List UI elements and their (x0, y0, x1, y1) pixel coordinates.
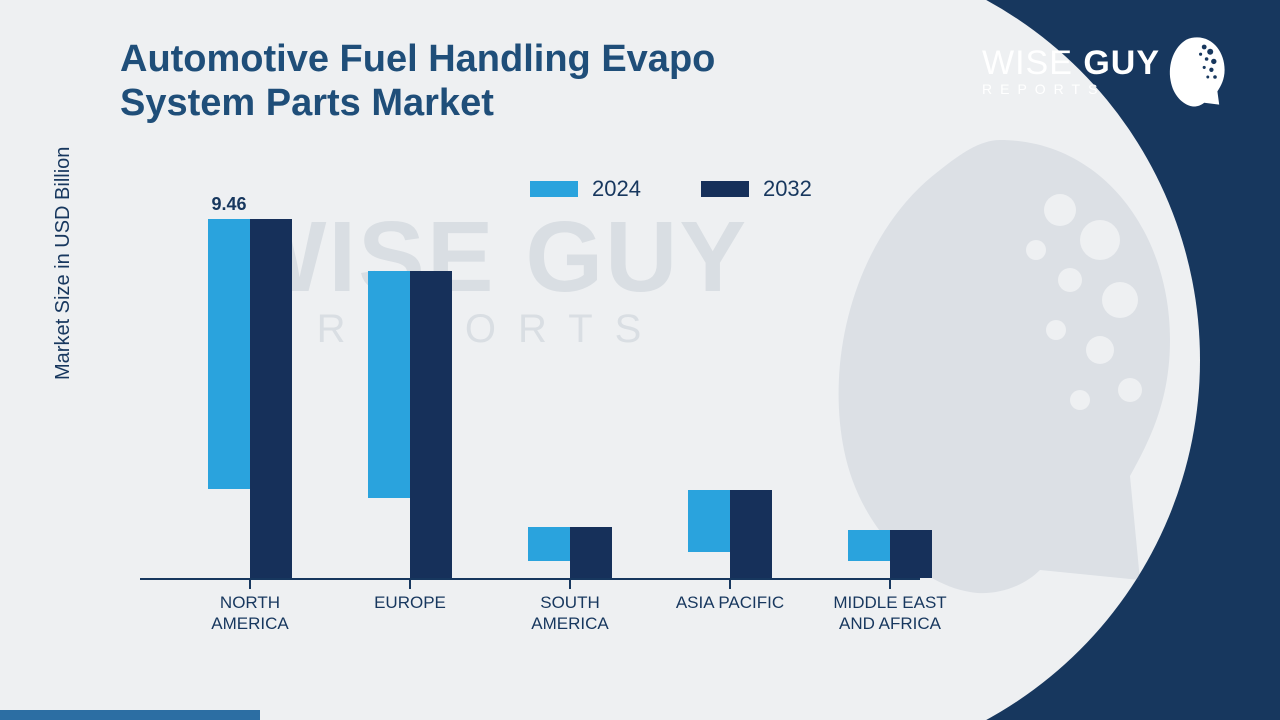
brand-word-1: WISE (982, 44, 1073, 82)
legend-label-2024: 2024 (592, 176, 641, 202)
bar-group: MIDDLE EAST AND AFRICA (830, 530, 950, 578)
x-tick (249, 579, 251, 589)
legend-item-2032: 2032 (701, 176, 812, 202)
brand-logo: WISE GUY REPORTS (982, 26, 1252, 116)
brand-head-icon (1166, 35, 1228, 107)
bar (250, 219, 292, 578)
bar-group: SOUTH AMERICA (510, 527, 630, 578)
bar (410, 271, 452, 578)
x-axis-label: NORTH AMERICA (185, 592, 315, 635)
legend-item-2024: 2024 (530, 176, 641, 202)
plot-area: 9.46NORTH AMERICA EUROPE SOUTH AMERICA ASIA… (140, 210, 920, 580)
y-axis-label: Market Size in USD Billion (52, 147, 75, 380)
legend-swatch-2032 (701, 181, 749, 197)
stage: Automotive Fuel Handling Evapo System Pa… (0, 0, 1280, 720)
bar-value-label: 9.46 (211, 194, 246, 215)
bar (688, 490, 730, 553)
bar-group: ASIA PACIFIC (670, 490, 790, 578)
x-axis-label: MIDDLE EAST AND AFRICA (825, 592, 955, 635)
x-tick (889, 579, 891, 589)
bar (890, 530, 932, 578)
bar (848, 530, 890, 561)
x-tick (569, 579, 571, 589)
chart-title: Automotive Fuel Handling Evapo System Pa… (120, 38, 840, 125)
bar (570, 527, 612, 578)
x-axis-label: EUROPE (345, 592, 475, 613)
legend: 2024 2032 (530, 176, 812, 202)
bar-group: EUROPE (350, 271, 470, 578)
bar: 9.46 (208, 219, 250, 488)
x-axis-label: SOUTH AMERICA (505, 592, 635, 635)
brand-text: WISE GUY REPORTS (982, 46, 1160, 96)
bar-chart: Market Size in USD Billion 2024 2032 9.4… (60, 170, 920, 690)
brand-subline: REPORTS (982, 82, 1160, 96)
bar (368, 271, 410, 499)
bar (730, 490, 772, 578)
bar-group: 9.46NORTH AMERICA (190, 219, 310, 578)
x-axis-label: ASIA PACIFIC (665, 592, 795, 613)
legend-swatch-2024 (530, 181, 578, 197)
legend-label-2032: 2032 (763, 176, 812, 202)
bar (528, 527, 570, 561)
x-tick (729, 579, 731, 589)
x-tick (409, 579, 411, 589)
accent-bar (0, 710, 260, 720)
brand-word-2: GUY (1083, 44, 1160, 82)
